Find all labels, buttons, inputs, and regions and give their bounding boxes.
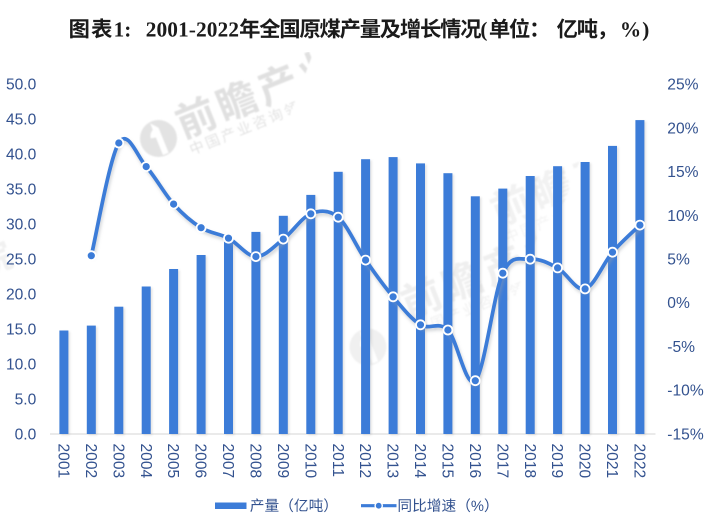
svg-text:2009: 2009 <box>274 444 291 479</box>
svg-text:2003: 2003 <box>109 444 126 479</box>
svg-text:30.0: 30.0 <box>6 217 37 234</box>
svg-text:2010: 2010 <box>301 444 318 479</box>
svg-text:-5%: -5% <box>667 339 695 356</box>
svg-text:25%: 25% <box>667 77 698 94</box>
svg-text:40.0: 40.0 <box>6 147 37 164</box>
svg-text:5%: 5% <box>667 252 690 269</box>
svg-text:35.0: 35.0 <box>6 182 37 199</box>
svg-text:2007: 2007 <box>219 444 236 479</box>
svg-text:2017: 2017 <box>493 444 510 479</box>
svg-text:2013: 2013 <box>384 444 401 479</box>
svg-text:-10%: -10% <box>667 383 704 400</box>
svg-text:10%: 10% <box>667 208 698 225</box>
svg-text:2012: 2012 <box>356 444 373 479</box>
svg-text:2016: 2016 <box>466 444 483 479</box>
svg-text:2004: 2004 <box>137 444 154 479</box>
svg-text:2002: 2002 <box>82 444 99 479</box>
svg-text:2014: 2014 <box>411 444 428 479</box>
svg-text:0%: 0% <box>667 295 690 312</box>
svg-text:2018: 2018 <box>521 444 538 479</box>
svg-text:2011: 2011 <box>329 444 346 478</box>
svg-text:2001: 2001 <box>55 444 72 479</box>
svg-text:10.0: 10.0 <box>6 356 37 373</box>
svg-text:2008: 2008 <box>247 444 264 479</box>
svg-text:45.0: 45.0 <box>6 112 37 129</box>
svg-text:0.0: 0.0 <box>15 426 37 443</box>
svg-text:2019: 2019 <box>548 444 565 479</box>
svg-text:5.0: 5.0 <box>15 391 37 408</box>
svg-text:2006: 2006 <box>192 444 209 479</box>
svg-text:2005: 2005 <box>164 444 181 479</box>
svg-text:2022: 2022 <box>631 444 648 479</box>
svg-text:15%: 15% <box>667 164 698 181</box>
svg-text:2015: 2015 <box>439 444 456 479</box>
svg-text:15.0: 15.0 <box>6 321 37 338</box>
svg-text:2021: 2021 <box>603 444 620 479</box>
svg-text:-15%: -15% <box>667 426 704 443</box>
svg-text:20.0: 20.0 <box>6 287 37 304</box>
svg-text:50.0: 50.0 <box>6 77 37 94</box>
svg-text:25.0: 25.0 <box>6 252 37 269</box>
svg-text:20%: 20% <box>667 120 698 137</box>
svg-text:2020: 2020 <box>576 444 593 479</box>
